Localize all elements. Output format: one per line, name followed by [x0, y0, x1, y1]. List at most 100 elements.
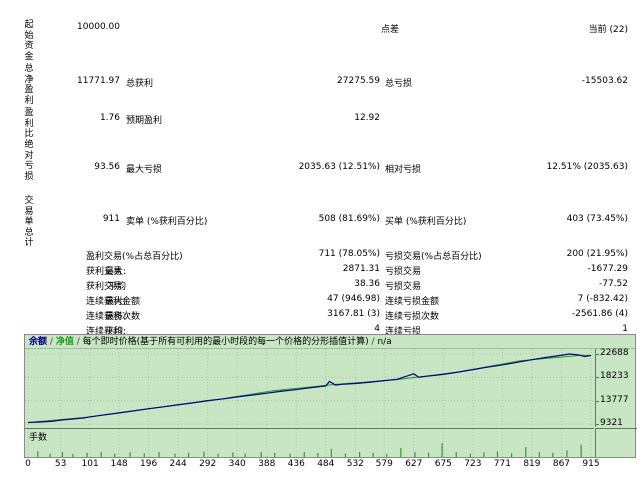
y-tick-label: 22688: [600, 348, 629, 358]
profit-factor-value: 1.76: [99, 113, 120, 123]
expected-payoff-value: 12.92: [354, 113, 380, 123]
y-tick-mark: [596, 354, 599, 355]
x-tick-label: 340: [228, 459, 246, 469]
maximal-consecutive-loss-label: 连续亏损次数: [385, 312, 440, 322]
y-tick-label: 18233: [600, 371, 629, 382]
lots-bar: [317, 453, 319, 457]
lots-bar: [511, 453, 513, 457]
x-tick-label: 627: [405, 459, 423, 469]
short-positions-value: 508 (81.69%): [318, 214, 380, 224]
y-tick-mark: [596, 424, 599, 425]
relative-drawdown-label: 相对亏损: [385, 165, 422, 175]
x-tick-label: 0: [25, 459, 31, 469]
report-row-net-profit: 11771.97 总获利 27275.59 总亏损 -15503.62: [0, 76, 640, 89]
lots-bar: [386, 453, 388, 457]
lots-panel: [25, 428, 594, 458]
x-tick-label: 723: [464, 459, 482, 469]
x-tick-label: 148: [110, 459, 128, 469]
lots-bar: [441, 443, 443, 457]
x-tick-label: 292: [199, 459, 217, 469]
average-consecutive-prefix: 平均:: [104, 327, 126, 337]
lots-bar: [400, 447, 402, 457]
lots-bar: [525, 447, 527, 457]
lots-bar: [217, 453, 219, 457]
x-tick-label: 101: [81, 459, 99, 469]
long-positions-value: 403 (73.45%): [566, 214, 628, 224]
largest-profit-trade-value: 2871.31: [342, 264, 380, 274]
lots-bar: [496, 451, 499, 457]
lots-bar: [37, 451, 39, 457]
report-row-drawdown: 93.56 最大亏损 2035.63 (12.51%) 相对亏损 12.51% …: [0, 162, 640, 175]
maximal-drawdown-label: 最大亏损: [126, 165, 163, 175]
gross-profit-value: 27275.59: [337, 76, 380, 86]
x-tick-label: 915: [582, 459, 600, 469]
equity-chart[interactable]: 余额 / 净值 / 每个即时价格(基于所有可利用的最小时段的每一个价格的分形插值…: [24, 334, 637, 458]
side-label-profit-factor: 盈利比: [24, 108, 34, 139]
x-tick-label: 484: [317, 459, 335, 469]
lots-bar: [580, 444, 582, 457]
lots-bar: [538, 452, 540, 457]
lots-bar: [114, 453, 116, 457]
lots-bar: [372, 452, 374, 457]
lots-bar: [303, 452, 305, 457]
gross-profit-label: 总获利: [126, 79, 154, 89]
short-positions-label: 卖单 (%获利百分比): [126, 217, 208, 227]
lots-bar: [344, 453, 347, 457]
profit-trades-label: 盈利交易(%占总百分比): [86, 252, 183, 262]
largest-loss-trade-value: -1677.29: [587, 264, 628, 274]
average-consecutive-losses-value: 1: [622, 324, 628, 334]
lots-bar: [469, 453, 471, 457]
average-consecutive-wins-label: 连续获利: [86, 327, 123, 337]
average-consecutive-losses-label: 连续亏损: [385, 327, 422, 337]
gross-loss-label: 总亏损: [385, 79, 413, 89]
y-tick-mark: [596, 377, 599, 379]
lots-bar: [244, 453, 246, 457]
report-row-max-consecutive-amount: 最大: 连续获利金额 47 (946.98) 连续亏损金额 7 (-832.42…: [0, 294, 640, 307]
lots-panel-right-gutter: [595, 428, 637, 457]
maximal-consecutive-prefix: 最多:: [104, 312, 126, 322]
report-row-total-trades: 911 卖单 (%获利百分比) 508 (81.69%) 买单 (%获利百分比)…: [0, 214, 640, 227]
report-row-average-trade: 平均 获利交易 38.36 亏损交易 -77.52: [0, 279, 640, 292]
series-余额: [27, 353, 592, 424]
lots-bar: [427, 452, 430, 457]
legend-balance-label: 余额: [29, 337, 48, 347]
average-prefix: 平均: [107, 282, 126, 292]
lots-bar: [566, 450, 568, 457]
side-label-total-net-profit: 总净盈利: [24, 64, 34, 106]
lots-bar: [143, 453, 145, 457]
lots-bar: [232, 452, 234, 457]
lots-bar: [359, 452, 361, 457]
average-profit-trade-label: 获利交易: [86, 282, 123, 292]
series-净值: [27, 354, 592, 424]
maximal-consecutive-profit-label: 连续获利次数: [86, 312, 141, 322]
legend-separator-1: /: [49, 337, 53, 347]
max-consecutive-prefix: 最大:: [104, 297, 126, 307]
report-row-header: 10000.00 点差 当前 (22): [0, 22, 640, 35]
max-consecutive-wins-amount-value: 47 (946.98): [327, 294, 380, 304]
absolute-drawdown-value: 93.56: [94, 162, 120, 172]
x-tick-label: 867: [552, 459, 571, 469]
lots-bar: [86, 452, 88, 457]
maximal-consecutive-profit-value: 3167.81 (3): [327, 309, 380, 319]
average-loss-trade-value: -77.52: [598, 279, 628, 289]
legend-separator-3: /: [371, 337, 375, 347]
relative-drawdown-value: 12.51% (2035.63): [546, 162, 628, 172]
x-tick-label: 436: [287, 459, 305, 469]
loss-trades-label: 亏损交易(%占总百分比): [385, 252, 482, 262]
lots-bar: [158, 452, 160, 457]
initial-deposit-value: 10000.00: [77, 22, 120, 32]
largest-loss-trade-label: 亏损交易: [385, 267, 422, 277]
report-row-max-consecutive-count: 最多: 连续获利次数 3167.81 (3) 连续亏损次数 -2561.86 (…: [0, 309, 640, 322]
largest-prefix: 最大:: [104, 267, 126, 277]
backtest-report-table: 起始资金 总净盈利 盈利比 绝对亏损 交易单总计 10000.00 点差 当前 …: [0, 20, 640, 337]
legend-equity-label: 净值: [55, 337, 74, 347]
loss-trades-value: 200 (21.95%): [566, 249, 628, 259]
x-tick-label: 532: [346, 459, 364, 469]
lots-bar: [100, 452, 102, 457]
legend-tail: n/a: [377, 337, 392, 347]
long-positions-label: 买单 (%获利百分比): [385, 217, 467, 227]
maximal-consecutive-loss-value: -2561.86 (4): [571, 309, 628, 319]
equity-curve-svg: [25, 349, 594, 427]
y-tick-label: 13777: [600, 394, 629, 405]
x-tick-label: 388: [258, 459, 276, 469]
